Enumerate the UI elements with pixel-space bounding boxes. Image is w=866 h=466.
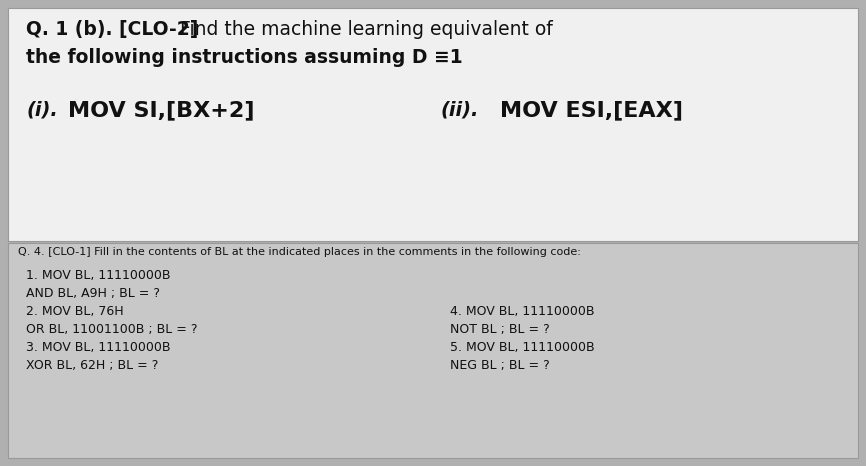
Text: 3. MOV BL, 11110000B: 3. MOV BL, 11110000B (26, 341, 171, 354)
Text: (i).: (i). (26, 100, 58, 119)
FancyBboxPatch shape (8, 243, 858, 458)
Text: the following instructions assuming D ≡1: the following instructions assuming D ≡1 (26, 48, 462, 67)
Text: 1. MOV BL, 11110000B: 1. MOV BL, 11110000B (26, 269, 171, 282)
Text: 2. MOV BL, 76H: 2. MOV BL, 76H (26, 305, 124, 318)
Text: AND BL, A9H ; BL = ?: AND BL, A9H ; BL = ? (26, 287, 160, 300)
Text: NEG BL ; BL = ?: NEG BL ; BL = ? (450, 359, 550, 372)
Text: NOT BL ; BL = ?: NOT BL ; BL = ? (450, 323, 550, 336)
Text: Find the machine learning equivalent of: Find the machine learning equivalent of (174, 20, 553, 39)
Text: 4. MOV BL, 11110000B: 4. MOV BL, 11110000B (450, 305, 594, 318)
Text: Q. 1 (b). [CLO-2]: Q. 1 (b). [CLO-2] (26, 20, 198, 39)
Text: XOR BL, 62H ; BL = ?: XOR BL, 62H ; BL = ? (26, 359, 158, 372)
Text: OR BL, 11001100B ; BL = ?: OR BL, 11001100B ; BL = ? (26, 323, 197, 336)
Text: (ii).: (ii). (440, 100, 478, 119)
Text: MOV SI,[BX+2]: MOV SI,[BX+2] (68, 100, 255, 120)
Text: Q. 4. [CLO-1] Fill in the contents of BL at the indicated places in the comments: Q. 4. [CLO-1] Fill in the contents of BL… (18, 247, 581, 257)
FancyBboxPatch shape (8, 8, 858, 241)
Text: 5. MOV BL, 11110000B: 5. MOV BL, 11110000B (450, 341, 595, 354)
Text: MOV ESI,[EAX]: MOV ESI,[EAX] (500, 100, 683, 120)
